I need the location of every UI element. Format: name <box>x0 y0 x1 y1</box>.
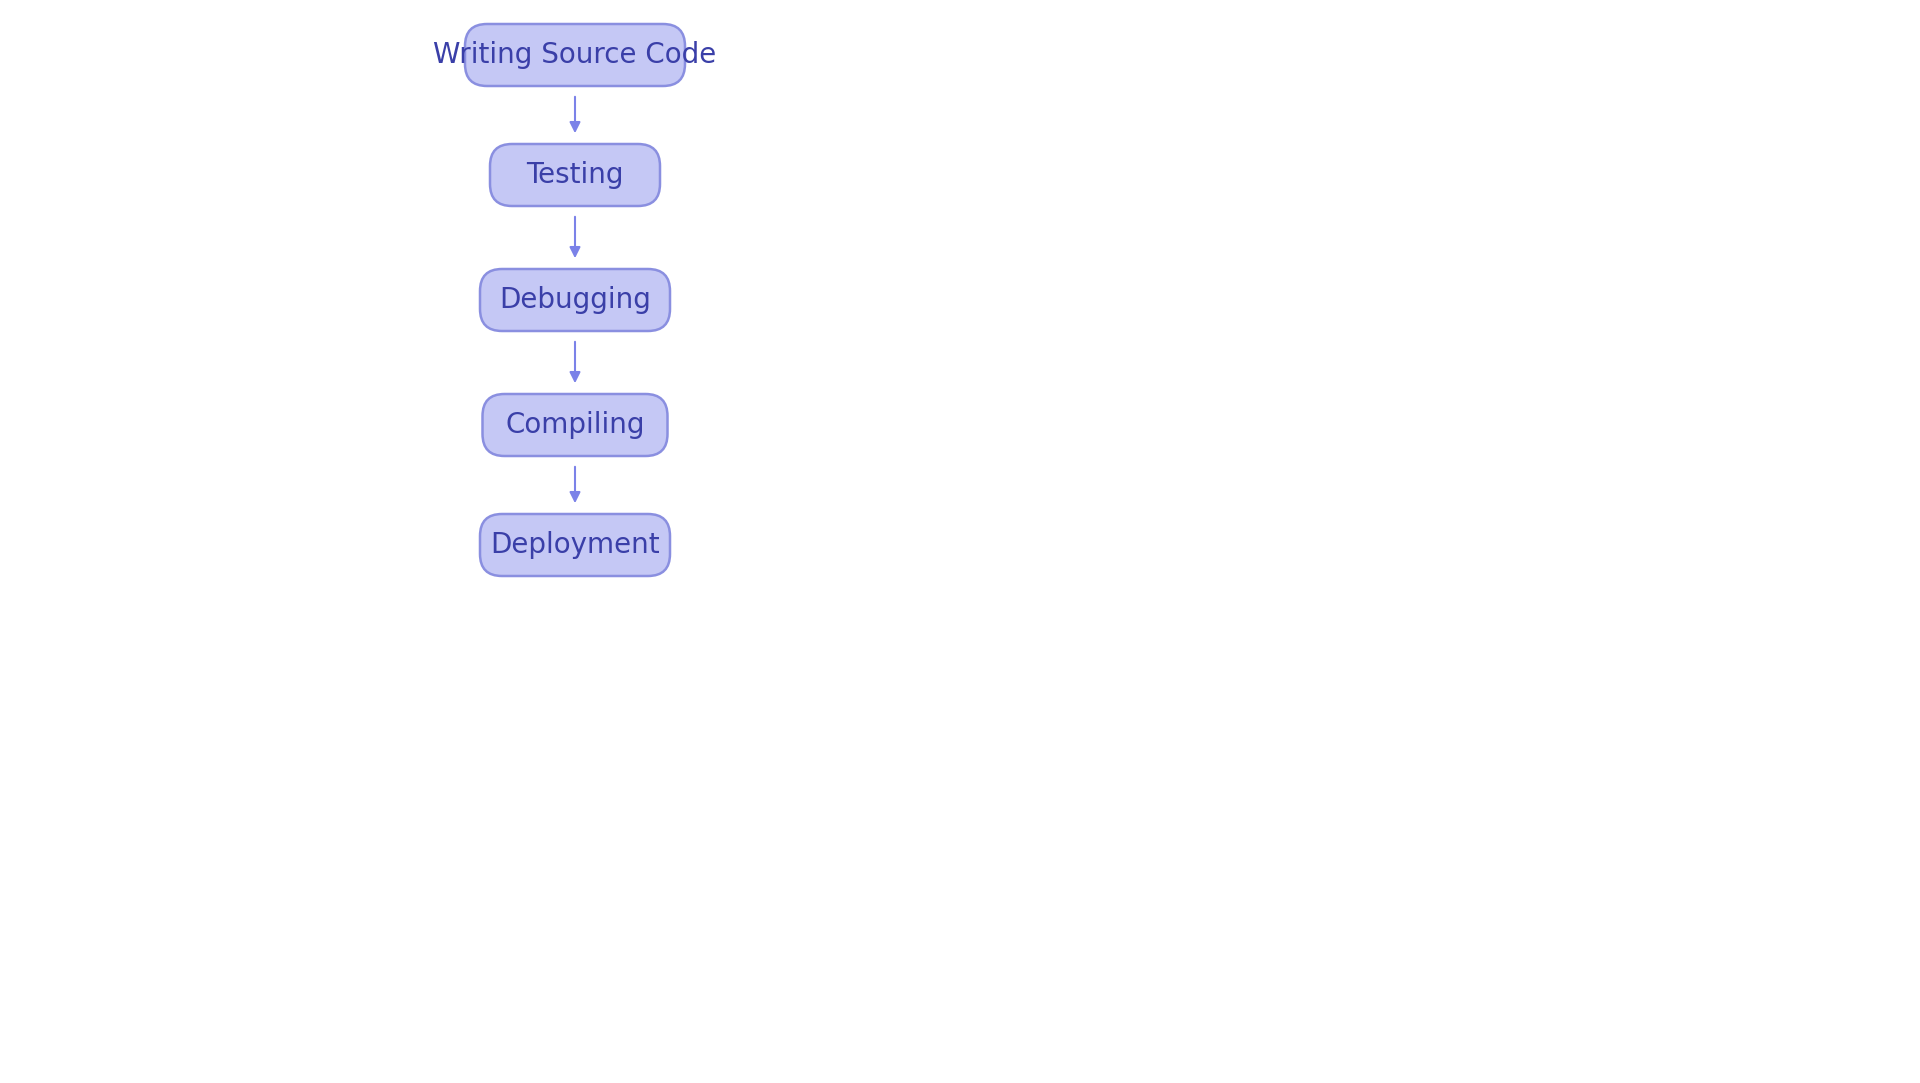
Text: Debugging: Debugging <box>499 286 651 314</box>
FancyBboxPatch shape <box>482 394 668 456</box>
FancyBboxPatch shape <box>465 24 685 86</box>
Text: Deployment: Deployment <box>490 531 660 559</box>
Text: Writing Source Code: Writing Source Code <box>434 41 716 69</box>
Text: Compiling: Compiling <box>505 412 645 439</box>
FancyBboxPatch shape <box>480 269 670 331</box>
Text: Testing: Testing <box>526 161 624 190</box>
FancyBboxPatch shape <box>490 144 660 206</box>
FancyBboxPatch shape <box>480 514 670 576</box>
